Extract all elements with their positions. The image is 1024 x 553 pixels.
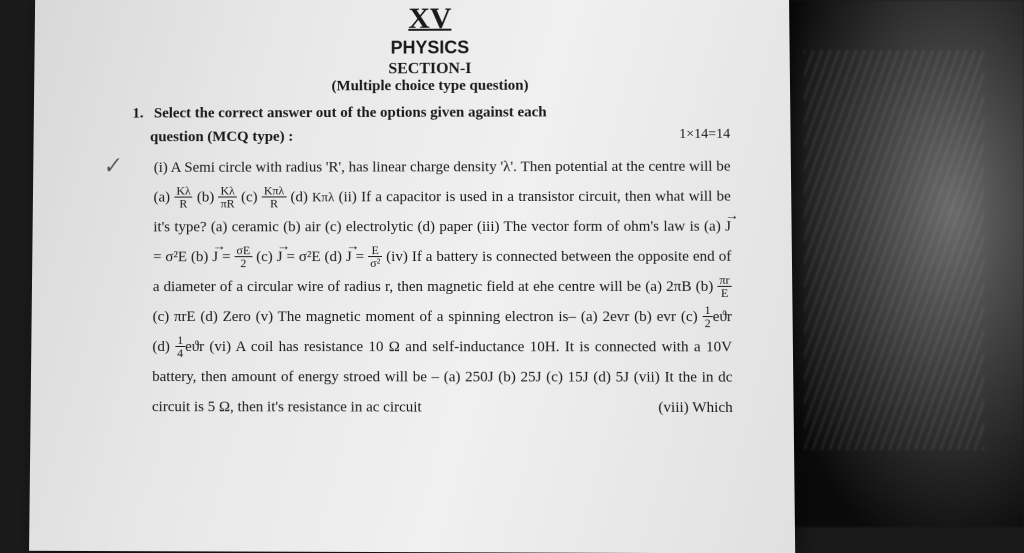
pencil-annotation: ✓ xyxy=(101,152,122,180)
part-vi-text-a: A coil has resistance 10 Ω and xyxy=(236,339,427,355)
part-i-label: (i) xyxy=(154,160,168,176)
opt-label: (d) xyxy=(152,339,170,355)
part-viii-fragment: (viii) Which xyxy=(658,393,733,423)
part-i-text-b: potential at the centre will be xyxy=(555,159,730,175)
option-fraction: πrE xyxy=(717,274,731,299)
textbook-page: ✓ XV PHYSICS SECTION-I (Multiple choice … xyxy=(29,0,795,553)
part-ii-label: (ii) xyxy=(339,189,357,205)
part-vi-label: (vi) xyxy=(209,339,231,355)
part-iv-label: (iv) xyxy=(386,249,408,265)
chapter-number: XV xyxy=(133,1,729,37)
option-fraction: σE2 xyxy=(234,244,252,269)
marks-scheme: 1×14=14 xyxy=(679,124,730,146)
opt-label: (a) xyxy=(153,190,170,206)
opt-label: (d) xyxy=(324,249,341,265)
opt-label: (d) xyxy=(290,189,307,205)
option-fraction: KλR xyxy=(174,185,192,210)
option-fraction: KπλR xyxy=(262,185,286,210)
vector-j: J xyxy=(346,242,352,272)
part-i-text-a: A Semi circle with radius 'R', has linea… xyxy=(171,159,552,176)
opt-label: (a) xyxy=(704,219,721,235)
background-texture xyxy=(784,0,1024,527)
opt-label: (b) xyxy=(191,249,208,265)
subject-title: PHYSICS xyxy=(133,36,730,59)
question-number: 1. xyxy=(132,102,150,126)
instruction-line-2: question (MCQ type) : xyxy=(132,129,293,145)
opt-label: (b) xyxy=(696,279,714,295)
option-fraction: 12 xyxy=(702,304,712,329)
part-ii-text-a: If a xyxy=(361,189,382,205)
part-iv-text-c: of radius r, then magnetic field at ehe … xyxy=(328,279,642,295)
option-fraction: 14 xyxy=(175,334,185,359)
part-iii-text-b: law is xyxy=(663,219,699,235)
instruction-line-1: Select the correct answer out of the opt… xyxy=(154,104,547,121)
equation: = σ²E xyxy=(286,249,320,265)
vector-j: J xyxy=(212,242,218,272)
section-heading: SECTION-I xyxy=(133,59,730,79)
option-fraction: Eσ² xyxy=(368,244,382,269)
option-d-text: Kπλ xyxy=(312,189,334,204)
option-text: (c) πrE (d) Zero xyxy=(153,309,251,325)
opt-label: (c) xyxy=(241,190,258,206)
part-v-text-a: The magnetic moment of a spinning electr… xyxy=(278,309,576,325)
option-text: (a) 2evr (b) evr (c) xyxy=(581,309,698,325)
part-v-label: (v) xyxy=(256,309,274,325)
vector-j: J xyxy=(277,242,283,272)
vector-j: J xyxy=(725,212,731,242)
question-header: 1. Select the correct answer out of the … xyxy=(132,100,730,149)
option-text: (a) 250J (b) 25J (c) 15J (d) 5J xyxy=(444,369,629,385)
option-text: (a) 2πB xyxy=(645,279,691,295)
part-iv-text-a: If a battery is xyxy=(412,249,492,265)
section-subheading: (Multiple choice type question) xyxy=(133,77,730,96)
part-vii-label: (vii) xyxy=(634,369,660,385)
opt-label: (b) xyxy=(197,190,214,206)
opt-label: (c) xyxy=(256,249,273,265)
option-fraction: KλπR xyxy=(218,185,236,210)
part-vii-text-a: It the xyxy=(664,369,697,385)
part-iii-text-a: The vector form of ohm's xyxy=(504,219,660,235)
part-iii-label: (iii) xyxy=(477,219,500,235)
equation: = σ²E xyxy=(153,249,187,265)
part-vi-text-c: of energy stroed will be – xyxy=(281,369,439,385)
question-body: (i) A Semi circle with radius 'R', has l… xyxy=(130,152,733,423)
